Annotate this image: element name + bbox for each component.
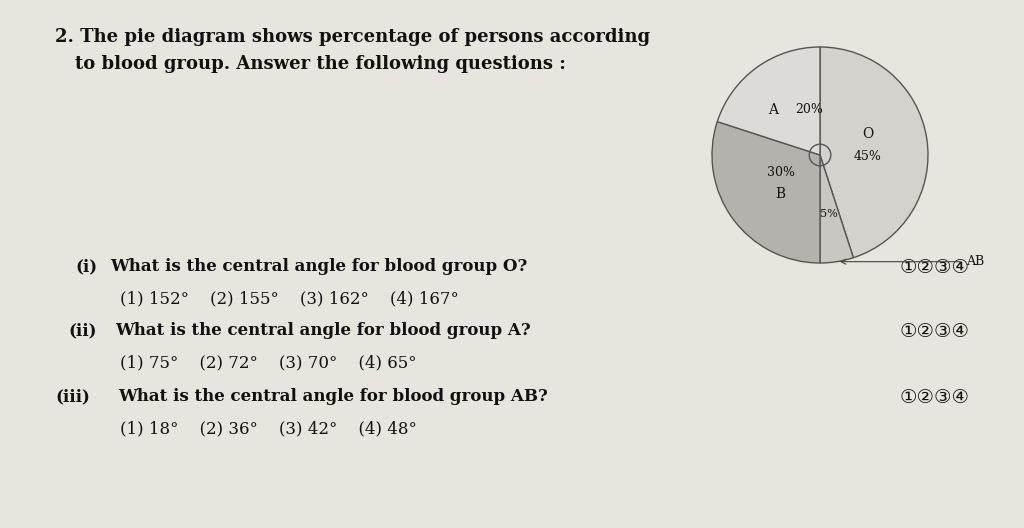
Text: (iii): (iii) [55, 388, 90, 405]
Text: 5%: 5% [820, 209, 839, 219]
Text: 2. The pie diagram shows percentage of persons according: 2. The pie diagram shows percentage of p… [55, 28, 650, 46]
Text: 45%: 45% [854, 149, 882, 163]
Text: A: A [768, 102, 778, 117]
Text: ①②③④: ①②③④ [900, 258, 970, 277]
Text: (1) 152°    (2) 155°    (3) 162°    (4) 167°: (1) 152° (2) 155° (3) 162° (4) 167° [120, 290, 459, 307]
Text: ①②③④: ①②③④ [900, 322, 970, 341]
Text: to blood group. Answer the following questions :: to blood group. Answer the following que… [75, 55, 566, 73]
Text: 20%: 20% [796, 103, 823, 116]
Text: What is the central angle for blood group O?: What is the central angle for blood grou… [110, 258, 527, 275]
Text: B: B [775, 187, 785, 201]
Text: What is the central angle for blood group AB?: What is the central angle for blood grou… [118, 388, 548, 405]
Wedge shape [712, 121, 820, 263]
Wedge shape [820, 47, 928, 258]
Text: (1) 18°    (2) 36°    (3) 42°    (4) 48°: (1) 18° (2) 36° (3) 42° (4) 48° [120, 420, 417, 437]
Wedge shape [717, 47, 820, 155]
Text: AB: AB [841, 255, 984, 268]
Text: 30%: 30% [767, 166, 795, 180]
Text: What is the central angle for blood group A?: What is the central angle for blood grou… [115, 322, 530, 339]
Text: (ii): (ii) [68, 322, 96, 339]
Wedge shape [820, 155, 853, 263]
Text: O: O [862, 127, 873, 142]
Text: (i): (i) [75, 258, 97, 275]
Text: ①②③④: ①②③④ [900, 388, 970, 407]
Text: (1) 75°    (2) 72°    (3) 70°    (4) 65°: (1) 75° (2) 72° (3) 70° (4) 65° [120, 354, 417, 371]
